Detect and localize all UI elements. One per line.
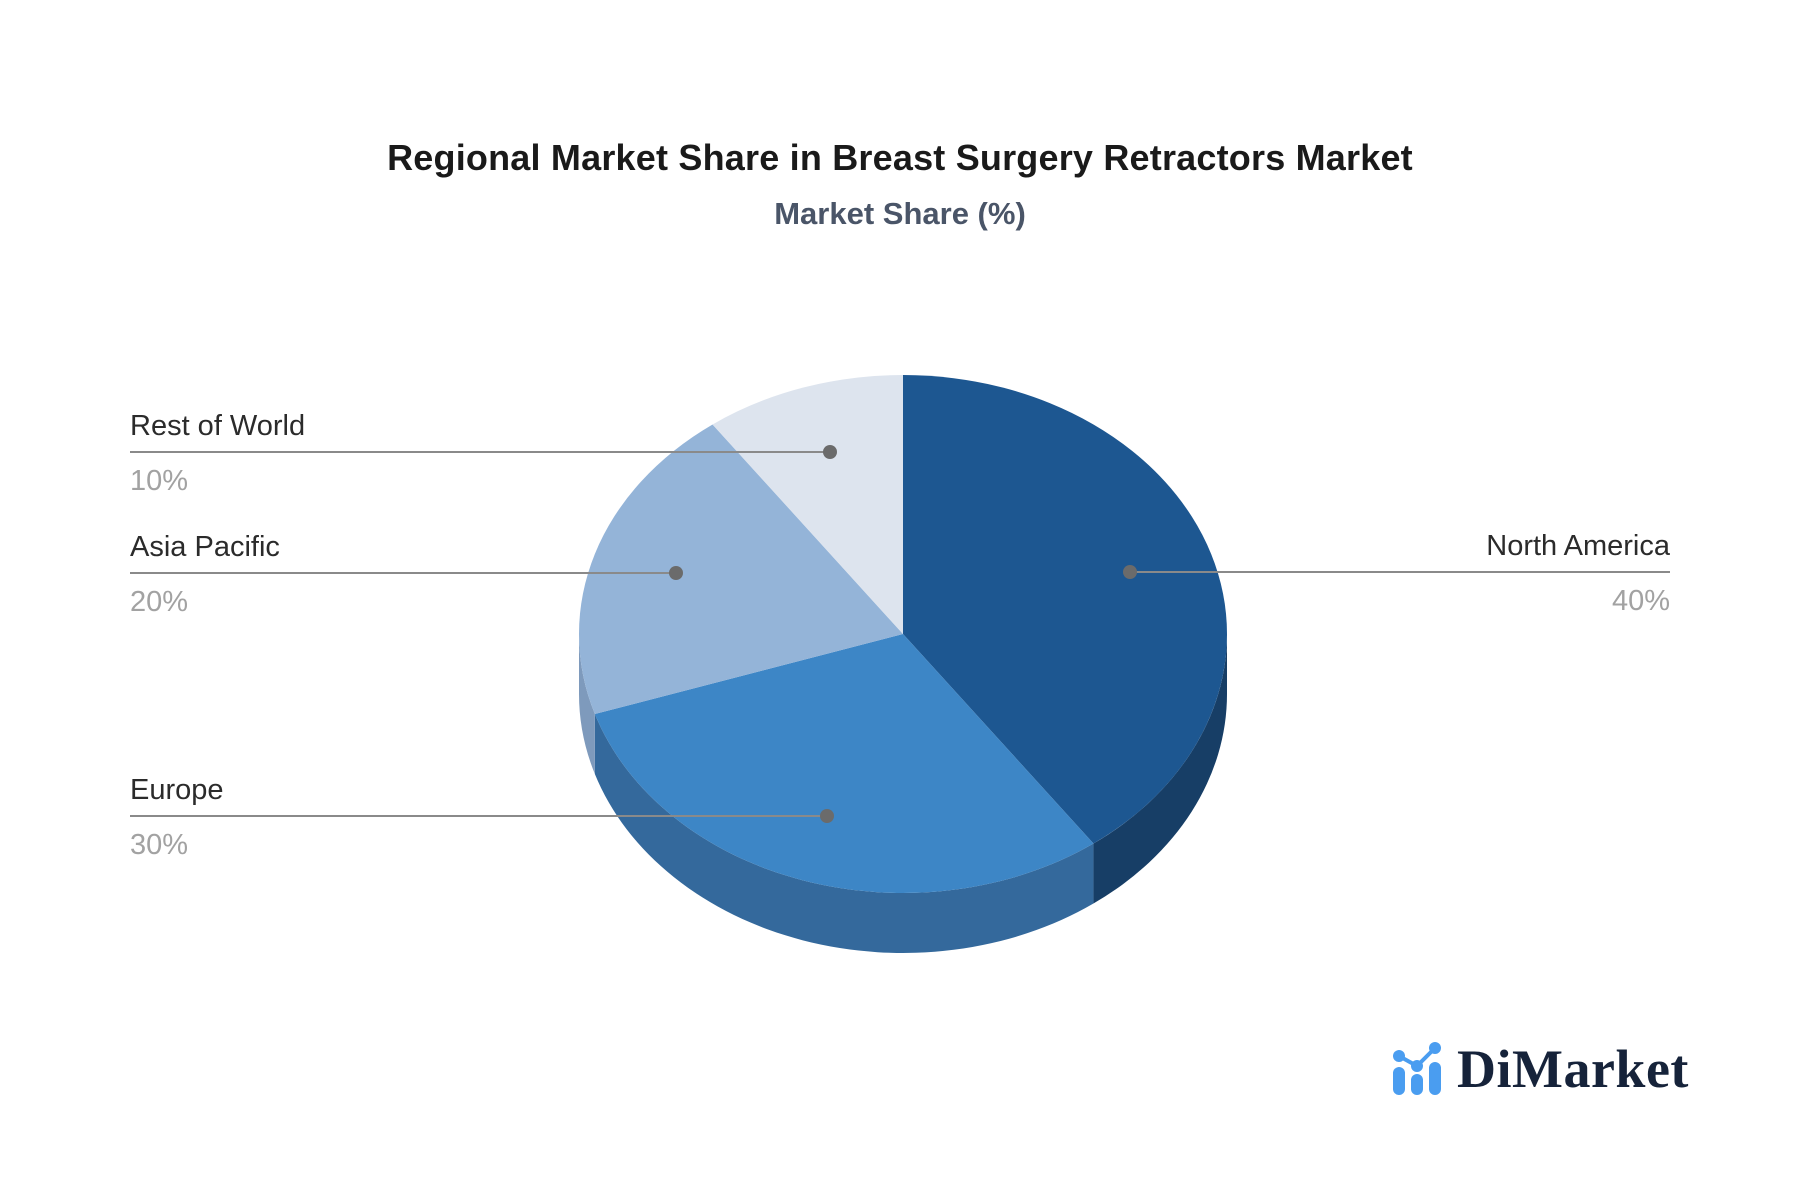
leader-line xyxy=(130,815,827,817)
slice-label: Asia Pacific xyxy=(130,531,280,563)
leader-line xyxy=(130,451,830,453)
dimarket-logo: DiMarket xyxy=(1390,1038,1689,1099)
slice-value: 20% xyxy=(130,586,189,618)
leader-dot xyxy=(1123,565,1137,579)
slice-value: 10% xyxy=(130,465,189,497)
leader-line xyxy=(1130,571,1670,573)
leader-dot xyxy=(669,566,683,580)
slice-label: North America xyxy=(1486,530,1670,562)
bar-chart-logo-icon xyxy=(1393,1042,1441,1095)
leader-dot xyxy=(823,445,837,459)
slice-label: Europe xyxy=(130,774,224,806)
chart-subtitle: Market Share (%) xyxy=(774,196,1026,231)
logo-text: DiMarket xyxy=(1457,1038,1689,1099)
slice-value: 40% xyxy=(1611,585,1670,617)
leader-line xyxy=(130,572,676,574)
leader-dot xyxy=(820,809,834,823)
chart-title: Regional Market Share in Breast Surgery … xyxy=(387,137,1413,178)
slice-value: 30% xyxy=(130,829,189,861)
slice-label: Rest of World xyxy=(130,410,306,442)
